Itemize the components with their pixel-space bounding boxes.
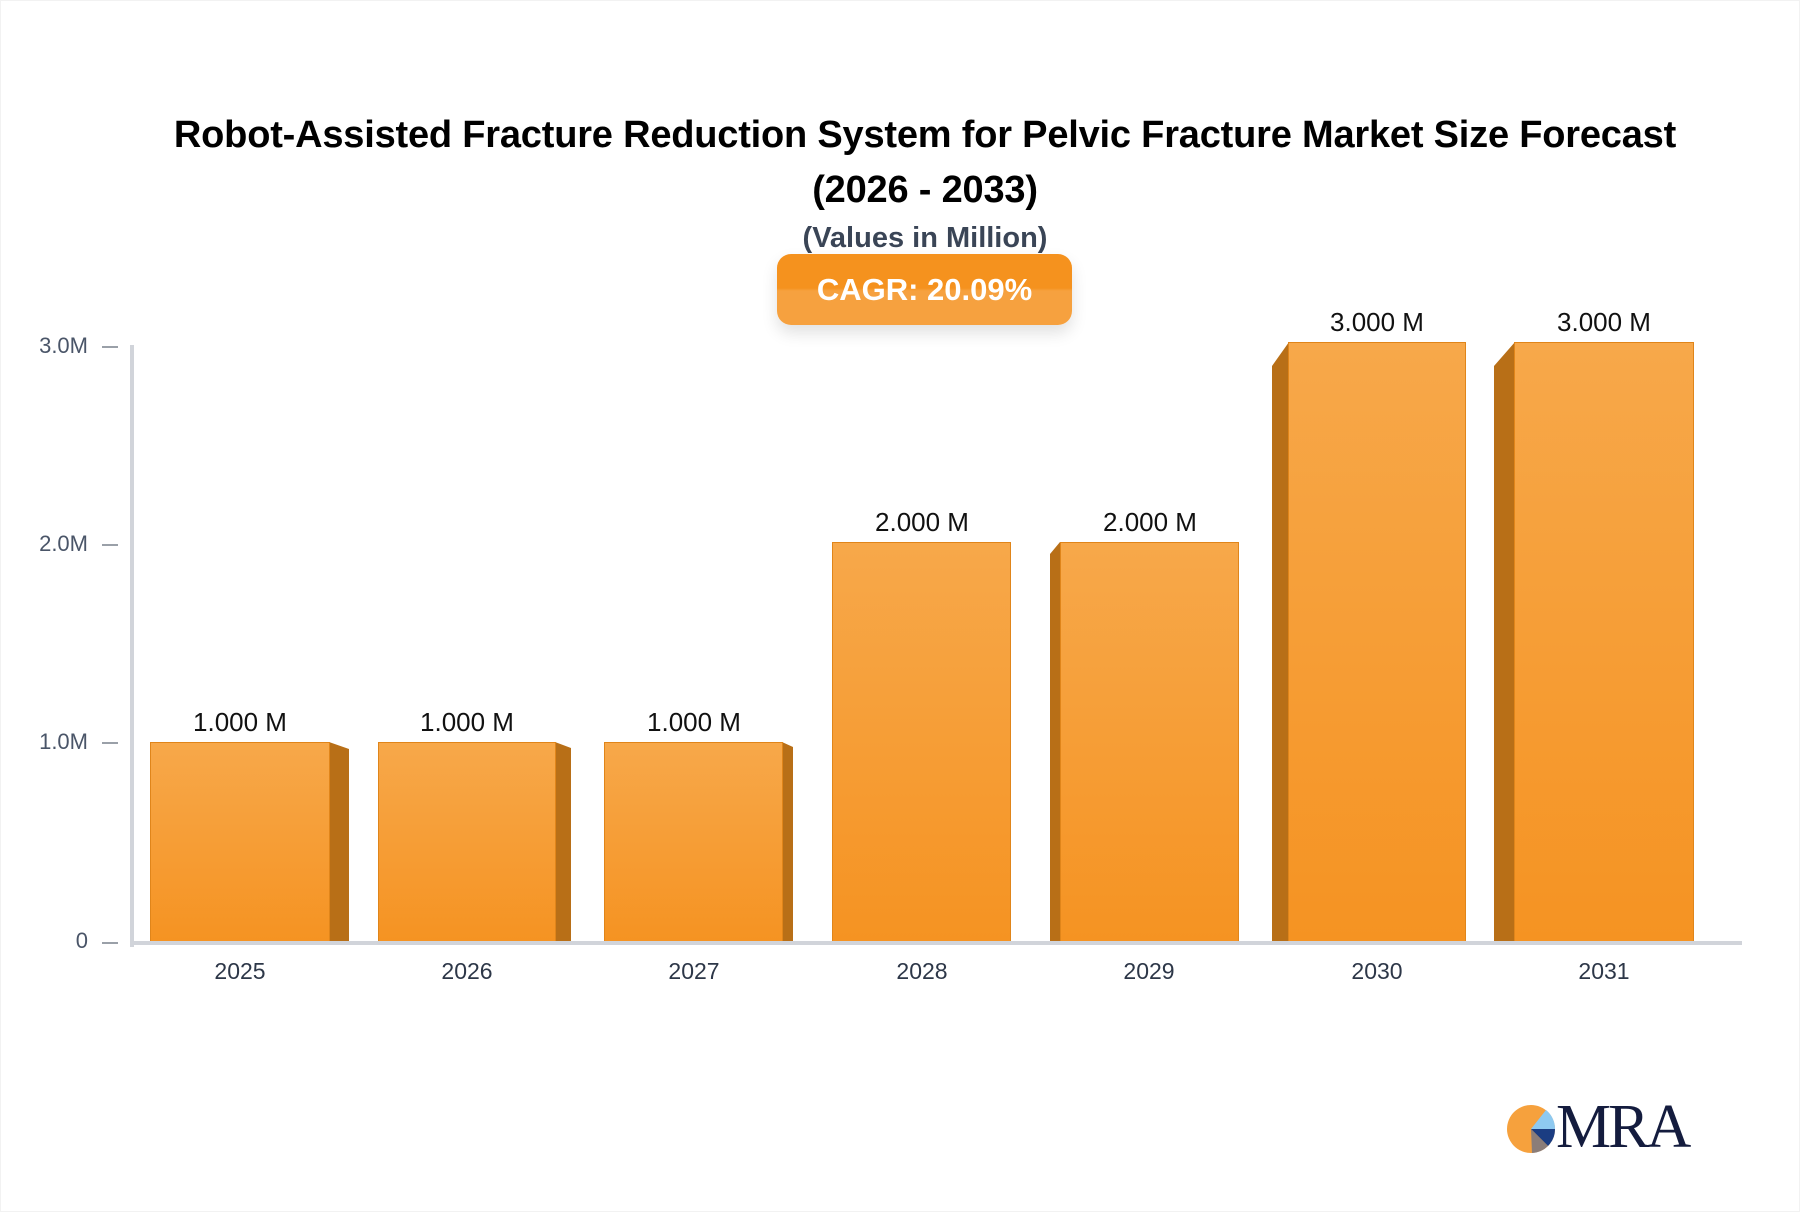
x-tick-label-2031: 2031	[1578, 958, 1630, 984]
y-tick-mark-1	[102, 742, 118, 744]
bar-value-label: 1.000 M	[193, 707, 287, 737]
cagr-badge: CAGR: 20.09%	[777, 254, 1072, 325]
x-tick-label-2026: 2026	[441, 958, 493, 984]
x-tick-label-2025: 2025	[214, 958, 266, 984]
bar-side-face	[1494, 342, 1515, 942]
bar-front-face	[1288, 342, 1466, 942]
chart-title: Robot-Assisted Fracture Reduction System…	[60, 108, 1790, 218]
y-tick-label-3: 3.0M	[39, 333, 88, 358]
x-tick-label-2027: 2027	[668, 958, 720, 984]
bar-value-label: 1.000 M	[420, 707, 514, 737]
x-tick-label-2029: 2029	[1123, 958, 1175, 984]
bar-front-face	[1060, 542, 1239, 942]
y-tick-label-2: 2.0M	[39, 531, 88, 556]
y-tick-mark-0	[102, 942, 118, 944]
bar-front-face	[378, 742, 556, 942]
bar-value-label: 2.000 M	[875, 507, 969, 537]
bar-side-face	[329, 742, 349, 942]
bar-front-face	[150, 742, 330, 942]
y-tick-mark-2	[102, 544, 118, 546]
y-axis-line	[130, 345, 134, 947]
bar-front-face	[604, 742, 783, 942]
bar-front-face	[832, 542, 1011, 942]
x-axis-line	[130, 941, 1742, 945]
y-tick-label-1: 1.0M	[39, 729, 88, 754]
y-tick-mark-3	[102, 346, 118, 348]
pie-chart-icon	[1507, 1105, 1556, 1153]
bar-value-label: 3.000 M	[1557, 307, 1651, 337]
bar-side-face	[1272, 342, 1289, 942]
x-tick-label-2030: 2030	[1351, 958, 1403, 984]
bar-front-face	[1514, 342, 1694, 942]
mra-logo: MRA	[1506, 1094, 1706, 1160]
chart-subtitle: (Values in Million)	[802, 222, 1048, 254]
bar-value-label: 3.000 M	[1330, 307, 1424, 337]
bar-side-face	[555, 742, 571, 942]
bar-value-label: 2.000 M	[1103, 507, 1197, 537]
y-tick-label-0: 0	[75, 928, 88, 953]
bar-side-face	[1050, 542, 1060, 942]
bar-value-label: 1.000 M	[647, 707, 741, 737]
chart-title-line2: (2026 - 2033)	[812, 169, 1038, 211]
chart-title-line1: Robot-Assisted Fracture Reduction System…	[173, 114, 1677, 156]
x-tick-label-2028: 2028	[896, 958, 948, 984]
logo-text: MRA	[1556, 1093, 1691, 1161]
bar-side-face	[782, 742, 793, 942]
